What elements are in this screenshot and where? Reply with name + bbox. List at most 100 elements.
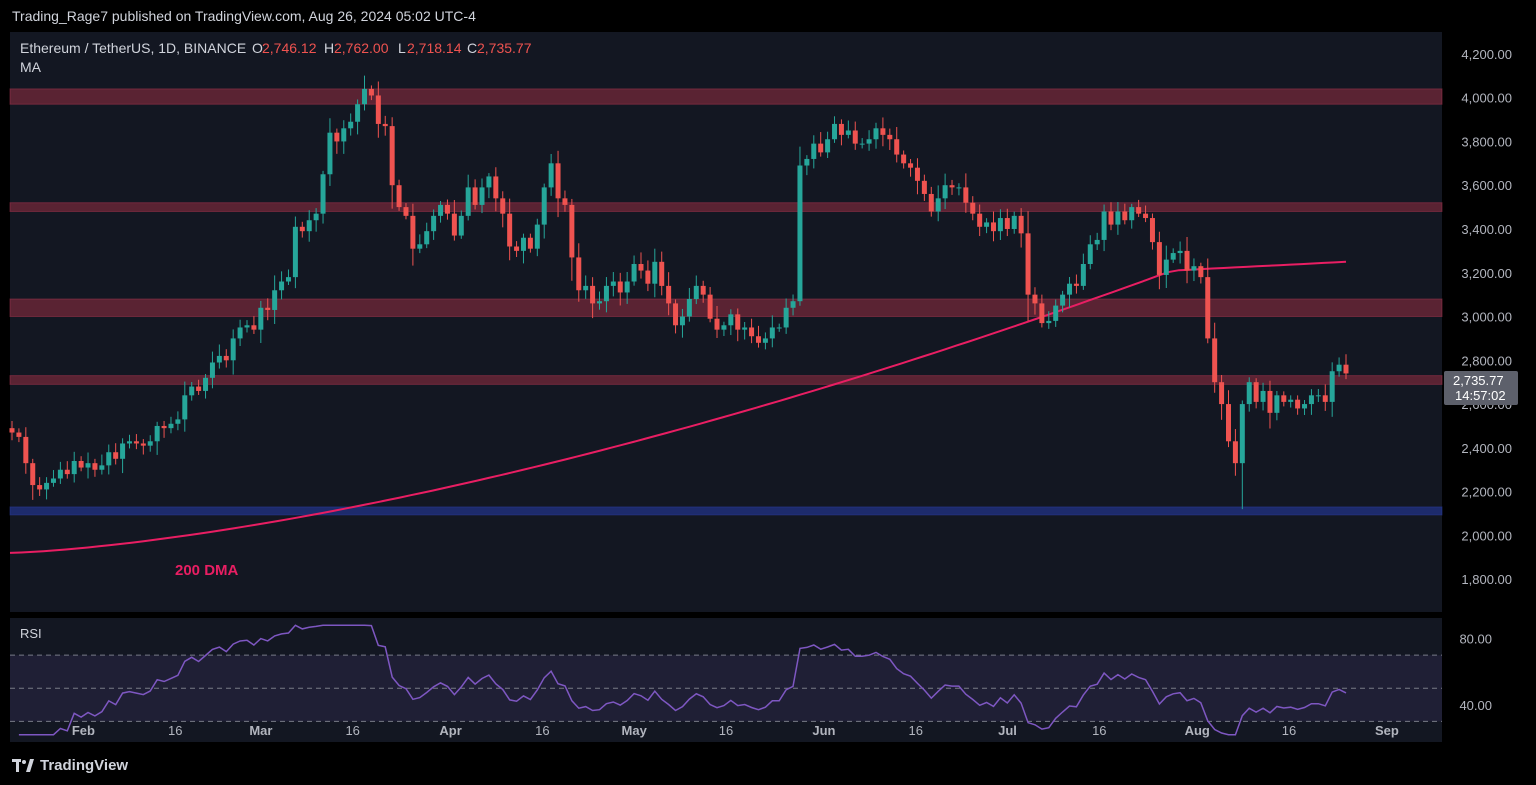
- sma200-layer: [9, 260, 1347, 554]
- legend-o-value: 2,746.12: [262, 40, 317, 56]
- candle-body: [327, 132, 333, 175]
- candle-body: [99, 465, 105, 470]
- candle-body: [776, 327, 782, 329]
- time-tick-label: May: [622, 723, 648, 738]
- candle-body: [597, 301, 603, 304]
- candle-body: [1080, 264, 1086, 286]
- candle-body: [956, 187, 962, 189]
- candle-body: [728, 314, 734, 326]
- candle-body: [1053, 305, 1059, 321]
- candle-body: [389, 126, 395, 186]
- candle-body: [576, 257, 582, 291]
- candle-body: [444, 204, 450, 214]
- legend-h-label: H: [324, 40, 334, 56]
- candle-body: [603, 285, 609, 302]
- candle-body: [493, 176, 499, 199]
- candle-body: [403, 207, 409, 216]
- price-axis: 4,200.00 4,000.00 3,800.00 3,600.00 3,400.00…: [1461, 47, 1512, 587]
- candle-body: [610, 281, 616, 286]
- candle-body: [679, 316, 685, 326]
- candle-body: [507, 213, 513, 247]
- candle-body: [1156, 242, 1162, 275]
- legend-symbol: Ethereum / TetherUS, 1D, BINANCE: [20, 40, 246, 56]
- candle-body: [161, 425, 167, 429]
- candle-body: [127, 441, 133, 444]
- candle-body: [189, 386, 195, 396]
- candle-body: [1260, 390, 1266, 402]
- candle-body: [500, 198, 506, 214]
- time-tick-label: Mar: [249, 723, 272, 738]
- candle-body: [431, 215, 437, 232]
- candle-body: [1288, 399, 1294, 402]
- candle-body: [617, 281, 623, 293]
- candle-body: [762, 338, 768, 343]
- candle-body: [285, 277, 291, 282]
- time-tick-label: 16: [168, 723, 182, 738]
- candle-body: [320, 174, 326, 214]
- candle-body: [1046, 320, 1052, 324]
- candle-body: [1039, 303, 1045, 324]
- last-price-value: 2,735.77: [1453, 373, 1504, 388]
- candle-body: [901, 154, 907, 164]
- candle-body: [562, 198, 568, 205]
- candle-body: [514, 246, 520, 251]
- candle-body: [1163, 259, 1169, 275]
- price-tick-label: 2,000.00: [1461, 528, 1512, 543]
- legend-ma-label: MA: [20, 59, 42, 75]
- candle-body: [742, 327, 748, 330]
- candle-body: [465, 187, 471, 216]
- candle-body: [811, 143, 817, 159]
- candle-body: [154, 425, 160, 442]
- time-tick-label: Jul: [998, 723, 1017, 738]
- candle-body: [1073, 283, 1079, 286]
- candle-body: [527, 237, 533, 249]
- price-tick-label: 1,800.00: [1461, 572, 1512, 587]
- rsi-tick-label: 80.00: [1459, 632, 1492, 647]
- tradingview-branding[interactable]: TradingView: [12, 757, 128, 774]
- support-zone: [9, 506, 1443, 516]
- candle-body: [334, 132, 340, 142]
- candle-body: [1232, 441, 1238, 464]
- candle-body: [790, 301, 796, 308]
- candle-body: [1136, 207, 1142, 214]
- candle-body: [362, 88, 368, 105]
- candle-body: [1060, 294, 1066, 306]
- candle-body: [569, 204, 575, 258]
- time-tick-label: 16: [719, 723, 733, 738]
- time-tick-label: 16: [345, 723, 359, 738]
- candle-body: [1129, 207, 1135, 221]
- candle-body: [313, 213, 319, 221]
- candle-body: [673, 303, 679, 326]
- candle-body: [424, 231, 430, 245]
- candle-body: [1239, 404, 1245, 464]
- price-tick-label: 2,400.00: [1461, 441, 1512, 456]
- time-tick-label: Feb: [72, 723, 95, 738]
- candle-body: [16, 432, 22, 437]
- candle-body: [859, 143, 865, 145]
- candle-body: [624, 281, 630, 293]
- candle-body: [175, 419, 181, 424]
- candle-body: [1011, 215, 1017, 229]
- legend-l-value: 2,718.14: [407, 40, 462, 56]
- candle-body: [106, 452, 112, 466]
- candle-body: [1191, 266, 1197, 271]
- candle-body: [1025, 233, 1031, 295]
- time-axis: Feb 16 Mar 16 Apr 16 May 16 Jun 16 Jul 16 Aug 16 Sep: [72, 723, 1399, 738]
- candle-body: [631, 264, 637, 282]
- candle-body: [1205, 277, 1211, 339]
- candle-body: [1004, 218, 1010, 229]
- resistance-zone: [9, 88, 1443, 105]
- price-tick-label: 2,200.00: [1461, 485, 1512, 500]
- resistance-zone: [9, 202, 1443, 212]
- candle-body: [237, 327, 243, 339]
- candle-body: [1343, 364, 1349, 374]
- candle-body: [382, 123, 388, 127]
- candle-body: [942, 185, 948, 199]
- candle-body: [299, 226, 305, 232]
- price-tick-label: 4,200.00: [1461, 47, 1512, 62]
- candle-body: [686, 299, 692, 317]
- tradingview-logo-icon: [12, 758, 34, 772]
- candle-body: [1308, 395, 1314, 405]
- candle-body: [272, 290, 278, 310]
